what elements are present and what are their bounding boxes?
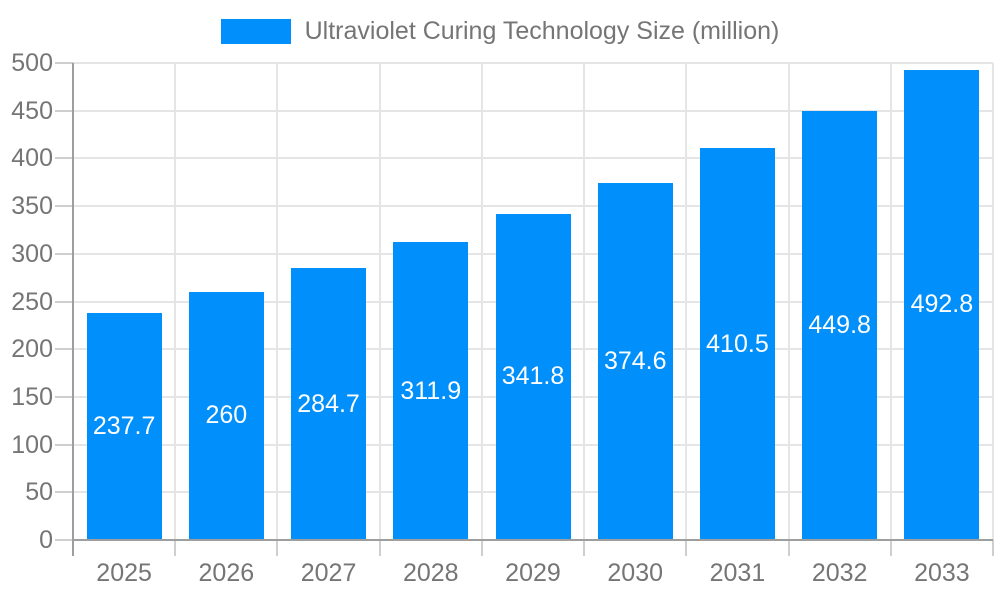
bar: 341.8: [495, 213, 571, 540]
legend-swatch-icon: [220, 18, 291, 44]
x-axis-label: 2028: [402, 559, 459, 587]
y-axis-label: 400: [11, 144, 53, 173]
x-axis-label: 2032: [811, 559, 868, 587]
y-axis-label: 300: [11, 239, 53, 268]
y-axis-label: 350: [11, 192, 53, 221]
y-gridline: [73, 62, 993, 64]
legend-label: Ultraviolet Curing Technology Size (mill…: [304, 16, 780, 45]
bar-value-label: 284.7: [297, 389, 360, 418]
bar: 410.5: [699, 148, 775, 540]
y-axis-tick: [55, 109, 73, 112]
y-axis-tick: [55, 443, 73, 446]
y-axis-label: 50: [25, 478, 53, 507]
x-gridline: [685, 63, 688, 540]
x-axis-label: 2033: [914, 559, 970, 587]
x-gridline: [889, 63, 892, 540]
y-axis-label: 0: [39, 526, 53, 554]
x-gridline: [276, 63, 279, 540]
y-gridline: [73, 109, 993, 112]
y-axis-label: 150: [11, 382, 53, 411]
bar: 492.8: [904, 69, 980, 540]
x-gridline: [583, 63, 586, 540]
x-gridline: [174, 63, 177, 540]
x-axis-line: [73, 539, 993, 541]
y-axis-tick: [55, 539, 73, 541]
x-axis-tick: [174, 540, 177, 556]
x-axis-label: 2029: [505, 559, 561, 587]
x-axis-label: 2031: [709, 559, 766, 587]
y-axis-label: 100: [11, 430, 53, 459]
bar-value-label: 237.7: [92, 412, 156, 441]
y-axis-tick: [55, 252, 73, 255]
x-gridline: [787, 63, 790, 540]
x-axis-label: 2027: [300, 559, 357, 587]
y-axis-label: 450: [11, 96, 53, 125]
bar: 237.7: [86, 313, 162, 540]
bar: 449.8: [802, 110, 878, 540]
y-axis-tick: [55, 348, 73, 351]
bar-value-label: 449.8: [808, 310, 871, 339]
bar-value-label: 410.5: [706, 329, 769, 358]
y-axis-line: [72, 63, 74, 556]
y-axis-tick: [55, 300, 73, 303]
x-axis-tick: [276, 540, 279, 556]
bar-value-label: 341.8: [501, 362, 565, 391]
bar-value-label: 260: [205, 401, 248, 430]
y-axis-tick: [55, 62, 73, 64]
y-axis-label: 250: [11, 287, 53, 316]
x-gridline: [480, 63, 483, 540]
x-axis-tick: [378, 540, 381, 556]
y-gridline: [73, 205, 993, 208]
bar-value-label: 492.8: [910, 290, 974, 319]
x-axis-label: 2025: [96, 559, 152, 587]
bar-value-label: 311.9: [400, 376, 462, 405]
x-axis-tick: [992, 540, 994, 556]
x-axis-tick: [685, 540, 688, 556]
y-axis-tick: [55, 395, 73, 398]
y-axis-tick: [55, 491, 73, 494]
x-axis-tick: [583, 540, 586, 556]
x-axis-label: 2030: [607, 559, 664, 587]
x-axis-tick: [787, 540, 790, 556]
y-gridline: [73, 157, 993, 160]
bar: 374.6: [597, 182, 673, 540]
y-axis-tick: [55, 205, 73, 208]
bar-value-label: 374.6: [603, 346, 667, 375]
x-axis-tick: [889, 540, 892, 556]
x-axis-tick: [480, 540, 483, 556]
x-axis-label: 2026: [198, 559, 255, 587]
bar: 260: [188, 291, 264, 540]
legend: Ultraviolet Curing Technology Size (mill…: [0, 17, 1000, 45]
y-axis-tick: [55, 157, 73, 160]
bar: 284.7: [291, 268, 367, 540]
x-gridline: [378, 63, 381, 540]
y-axis-label: 200: [11, 335, 53, 364]
bar: 311.9: [393, 242, 469, 540]
x-gridline: [992, 63, 994, 540]
y-axis-label: 500: [11, 49, 53, 77]
legend-item[interactable]: Ultraviolet Curing Technology Size (mill…: [220, 16, 780, 46]
